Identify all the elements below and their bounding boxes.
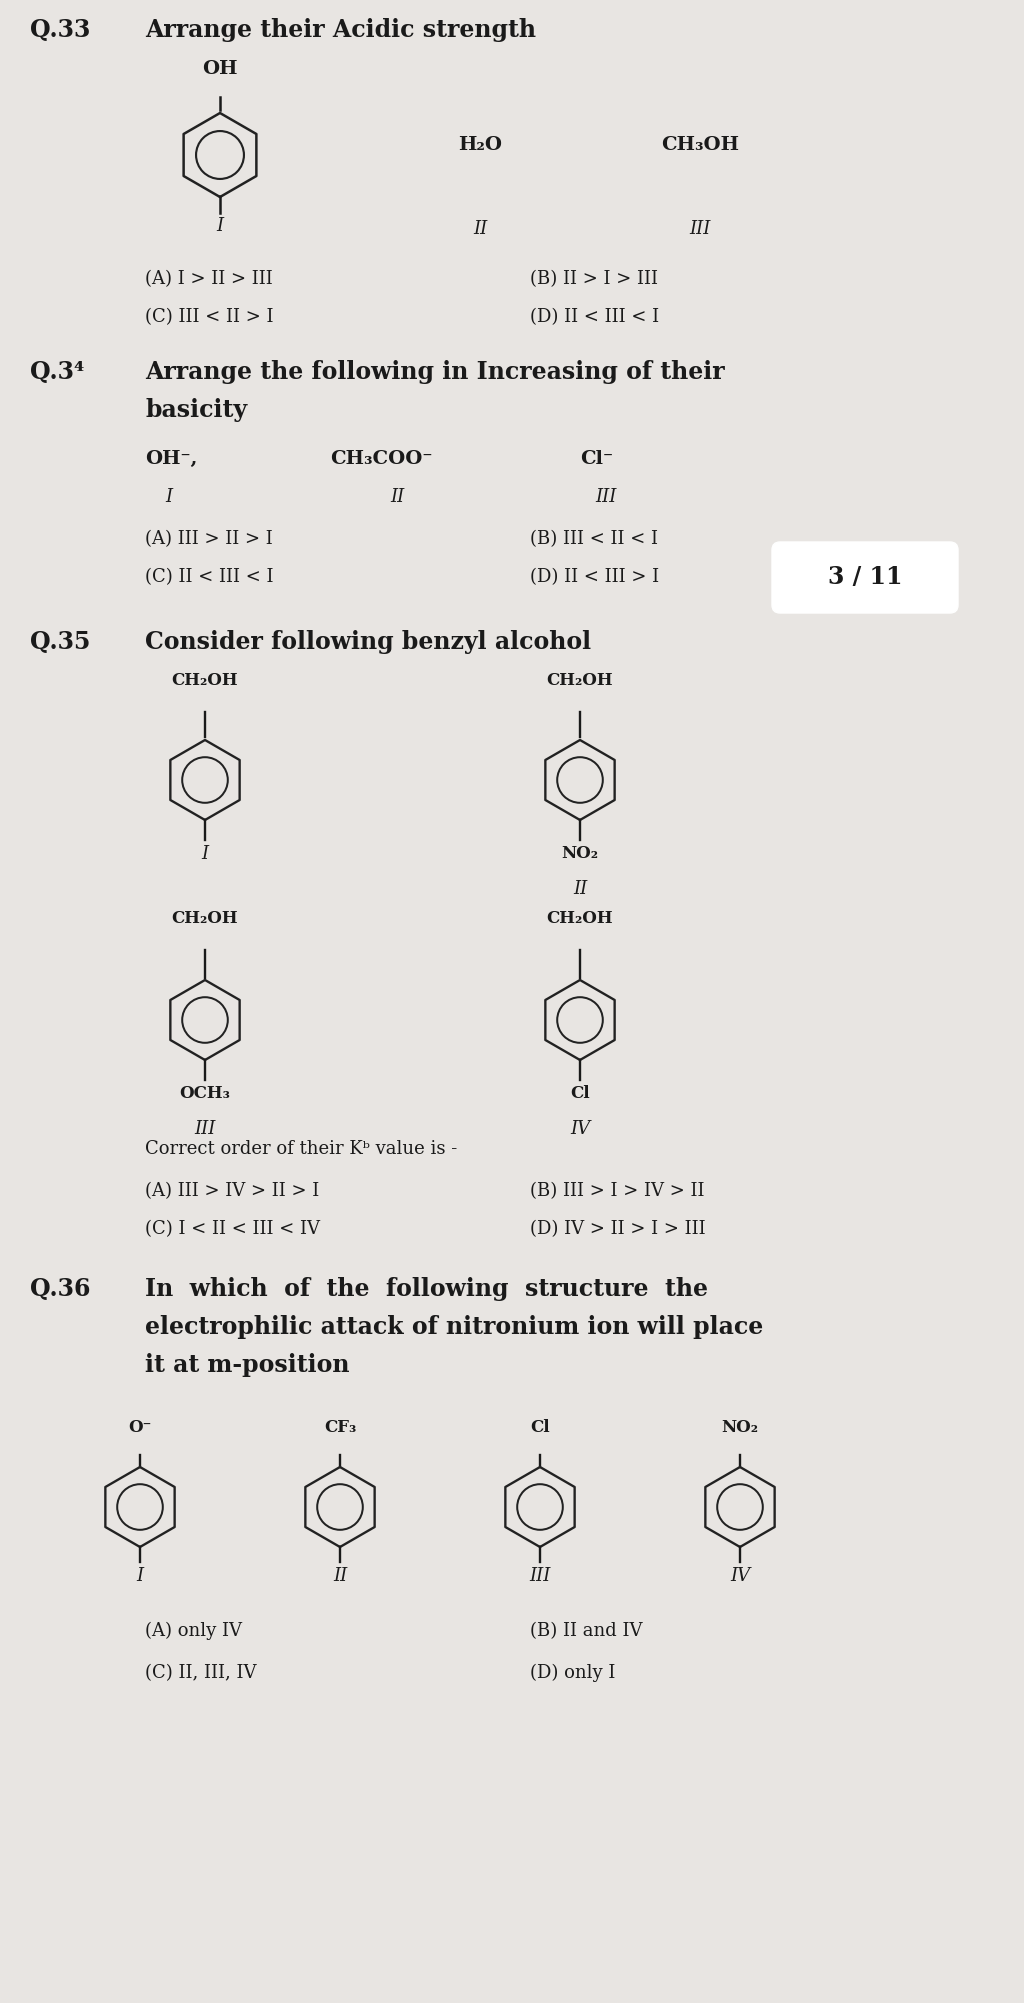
Text: OCH₃: OCH₃ bbox=[179, 1086, 230, 1102]
Text: H₂O: H₂O bbox=[458, 136, 502, 154]
Text: Q.36: Q.36 bbox=[30, 1278, 90, 1302]
Text: 3 / 11: 3 / 11 bbox=[827, 565, 902, 589]
Text: II: II bbox=[473, 220, 487, 238]
Text: II: II bbox=[572, 879, 587, 897]
Text: CH₂OH: CH₂OH bbox=[547, 909, 613, 927]
Text: I: I bbox=[216, 216, 223, 234]
Text: Correct order of their Kᵇ value is -: Correct order of their Kᵇ value is - bbox=[145, 1140, 458, 1158]
Text: (B) II and IV: (B) II and IV bbox=[530, 1622, 642, 1640]
Text: O⁻: O⁻ bbox=[128, 1418, 152, 1436]
Text: Cl: Cl bbox=[530, 1418, 550, 1436]
Text: (D) IV > II > I > III: (D) IV > II > I > III bbox=[530, 1220, 706, 1238]
Text: IV: IV bbox=[730, 1566, 750, 1584]
Text: Cl⁻: Cl⁻ bbox=[580, 451, 613, 469]
Text: CH₂OH: CH₂OH bbox=[172, 909, 239, 927]
Text: (B) III < II < I: (B) III < II < I bbox=[530, 531, 658, 549]
Text: (A) III > IV > II > I: (A) III > IV > II > I bbox=[145, 1182, 319, 1200]
Text: In  which  of  the  following  structure  the: In which of the following structure the bbox=[145, 1278, 708, 1302]
Text: CF₃: CF₃ bbox=[324, 1418, 356, 1436]
Text: (A) III > II > I: (A) III > II > I bbox=[145, 531, 272, 549]
Text: electrophilic attack of nitronium ion will place: electrophilic attack of nitronium ion wi… bbox=[145, 1316, 763, 1338]
Text: Q.35: Q.35 bbox=[30, 631, 90, 655]
Text: I: I bbox=[202, 845, 209, 863]
Text: (C) I < II < III < IV: (C) I < II < III < IV bbox=[145, 1220, 319, 1238]
Text: (A) I > II > III: (A) I > II > III bbox=[145, 270, 272, 288]
Text: (D) II < III > I: (D) II < III > I bbox=[530, 569, 659, 587]
Text: Q.3⁴: Q.3⁴ bbox=[30, 361, 84, 385]
Text: CH₃OH: CH₃OH bbox=[662, 136, 739, 154]
Text: (C) II, III, IV: (C) II, III, IV bbox=[145, 1664, 256, 1683]
Text: NO₂: NO₂ bbox=[722, 1418, 759, 1436]
Text: Q.33: Q.33 bbox=[30, 18, 90, 42]
Text: I: I bbox=[136, 1566, 143, 1584]
Text: CH₂OH: CH₂OH bbox=[172, 671, 239, 689]
Text: II: II bbox=[390, 489, 404, 507]
Text: (B) II > I > III: (B) II > I > III bbox=[530, 270, 658, 288]
Text: III: III bbox=[595, 489, 616, 507]
Text: CH₂OH: CH₂OH bbox=[547, 671, 613, 689]
Text: (A) only IV: (A) only IV bbox=[145, 1622, 242, 1640]
Text: I: I bbox=[165, 489, 172, 507]
Text: Cl: Cl bbox=[570, 1086, 590, 1102]
Text: (D) only I: (D) only I bbox=[530, 1664, 615, 1683]
Text: OH⁻,: OH⁻, bbox=[145, 451, 198, 469]
Text: it at m-position: it at m-position bbox=[145, 1352, 349, 1376]
Text: III: III bbox=[195, 1120, 216, 1138]
Text: OH: OH bbox=[203, 60, 238, 78]
Text: (C) II < III < I: (C) II < III < I bbox=[145, 569, 273, 587]
Text: Consider following benzyl alcohol: Consider following benzyl alcohol bbox=[145, 631, 591, 655]
Text: Arrange the following in Increasing of their: Arrange the following in Increasing of t… bbox=[145, 361, 725, 385]
Text: CH₃COO⁻: CH₃COO⁻ bbox=[330, 451, 432, 469]
FancyBboxPatch shape bbox=[772, 543, 958, 613]
Text: (C) III < II > I: (C) III < II > I bbox=[145, 308, 273, 326]
Text: Arrange their Acidic strength: Arrange their Acidic strength bbox=[145, 18, 536, 42]
Text: NO₂: NO₂ bbox=[561, 845, 598, 861]
Text: III: III bbox=[529, 1566, 551, 1584]
Text: IV: IV bbox=[570, 1120, 590, 1138]
Text: (D) II < III < I: (D) II < III < I bbox=[530, 308, 659, 326]
Text: (B) III > I > IV > II: (B) III > I > IV > II bbox=[530, 1182, 705, 1200]
Text: basicity: basicity bbox=[145, 399, 247, 423]
Text: III: III bbox=[689, 220, 711, 238]
Text: II: II bbox=[333, 1566, 347, 1584]
